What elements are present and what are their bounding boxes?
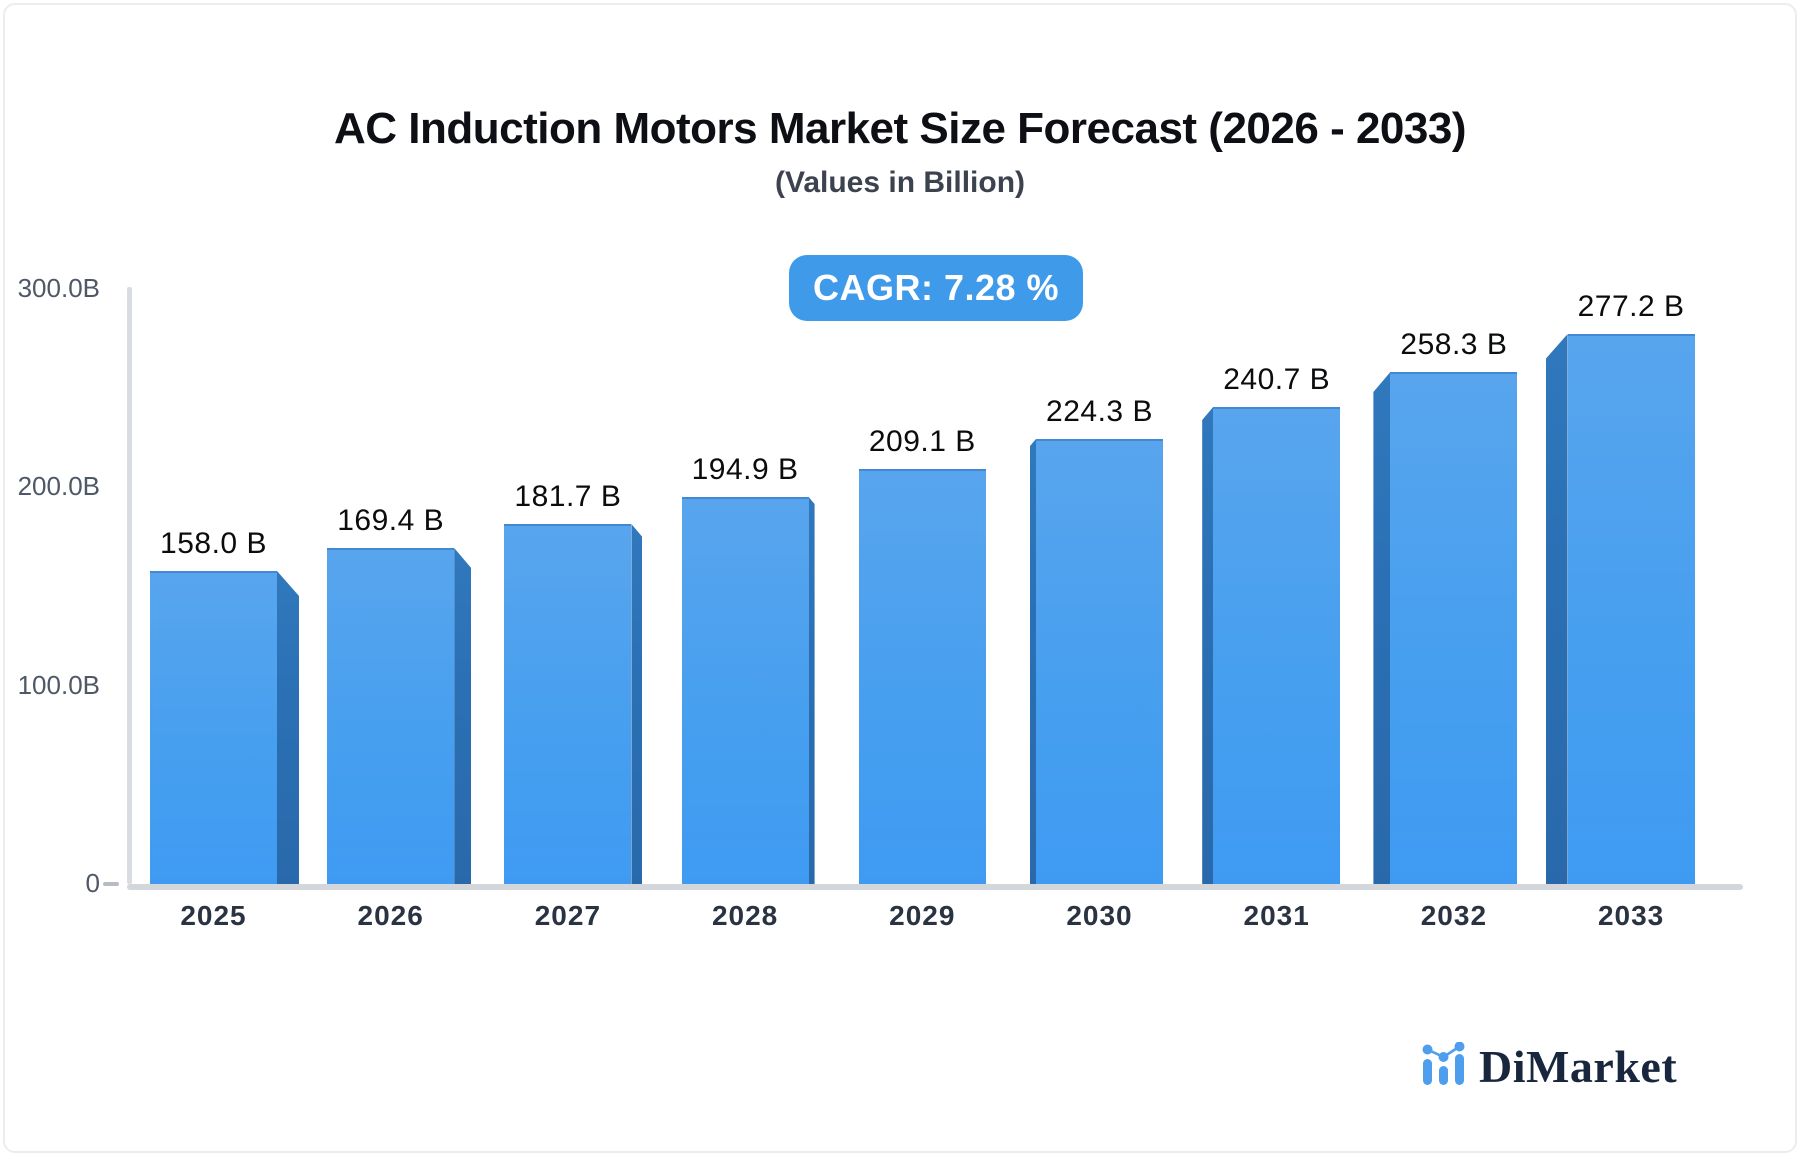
bar-2030 <box>1036 439 1163 884</box>
x-axis-label-2033: 2033 <box>1597 900 1665 931</box>
bar-value-label: 258.3 B <box>1400 328 1508 361</box>
y-axis-tick-label: 200.0B <box>17 471 100 502</box>
brand-logo: DiMarket <box>1421 1041 1678 1092</box>
bar-2025 <box>150 571 277 884</box>
bar-2032 <box>1390 372 1518 884</box>
bar-value-label: 158.0 B <box>160 527 267 560</box>
brand-logo-text: DiMarket <box>1479 1041 1678 1092</box>
chart-bars-icon <box>1422 1042 1465 1085</box>
bar-value-label: 194.9 B <box>691 453 799 486</box>
bar-2028 <box>681 497 809 884</box>
bar-2031 <box>1213 407 1341 884</box>
bar-side-face <box>631 524 643 884</box>
bar-side-face <box>277 571 299 884</box>
bar-value-label: 181.7 B <box>514 480 622 513</box>
y-axis-tick-label: 300.0B <box>17 273 100 303</box>
bar-side-face <box>1030 439 1036 884</box>
chart-title: AC Induction Motors Market Size Forecast… <box>334 104 1466 153</box>
bar-side-face <box>1545 334 1568 884</box>
bar-value-label: 169.4 B <box>337 504 445 537</box>
bar-side-face <box>808 497 815 884</box>
bar-side-face <box>1373 372 1391 884</box>
chart-subtitle: (Values in Billion) <box>774 166 1026 199</box>
bar-side-face <box>454 548 472 884</box>
bar-value-label: 224.3 B <box>1046 395 1153 428</box>
x-axis-label-2032: 2032 <box>1420 900 1488 931</box>
bar-2033 <box>1567 334 1695 884</box>
bar-value-label: 209.1 B <box>868 425 976 458</box>
x-axis-label-2028: 2028 <box>711 900 779 931</box>
cagr-badge: CAGR: 7.28 % <box>789 255 1084 321</box>
y-axis-tick-label: 100.0B <box>17 669 100 700</box>
bar-2027 <box>504 524 632 884</box>
x-axis-line <box>127 884 1743 890</box>
x-axis-label-2027: 2027 <box>534 900 602 931</box>
x-axis-label-2031: 2031 <box>1243 900 1310 931</box>
x-axis-label-2026: 2026 <box>357 900 424 931</box>
y-axis-line <box>127 287 132 884</box>
bar-2026 <box>327 548 455 884</box>
bar-side-face <box>1202 407 1214 884</box>
bar-value-label: 240.7 B <box>1223 363 1331 396</box>
x-axis-label-2029: 2029 <box>889 900 956 931</box>
x-axis-label-2025: 2025 <box>180 900 247 931</box>
y-axis-tick-label: 0 <box>85 868 100 898</box>
bar-value-label: 277.2 B <box>1577 290 1685 323</box>
bar-2029 <box>858 469 986 884</box>
zero-tick-dash <box>103 882 119 886</box>
x-axis-label-2030: 2030 <box>1066 900 1133 931</box>
